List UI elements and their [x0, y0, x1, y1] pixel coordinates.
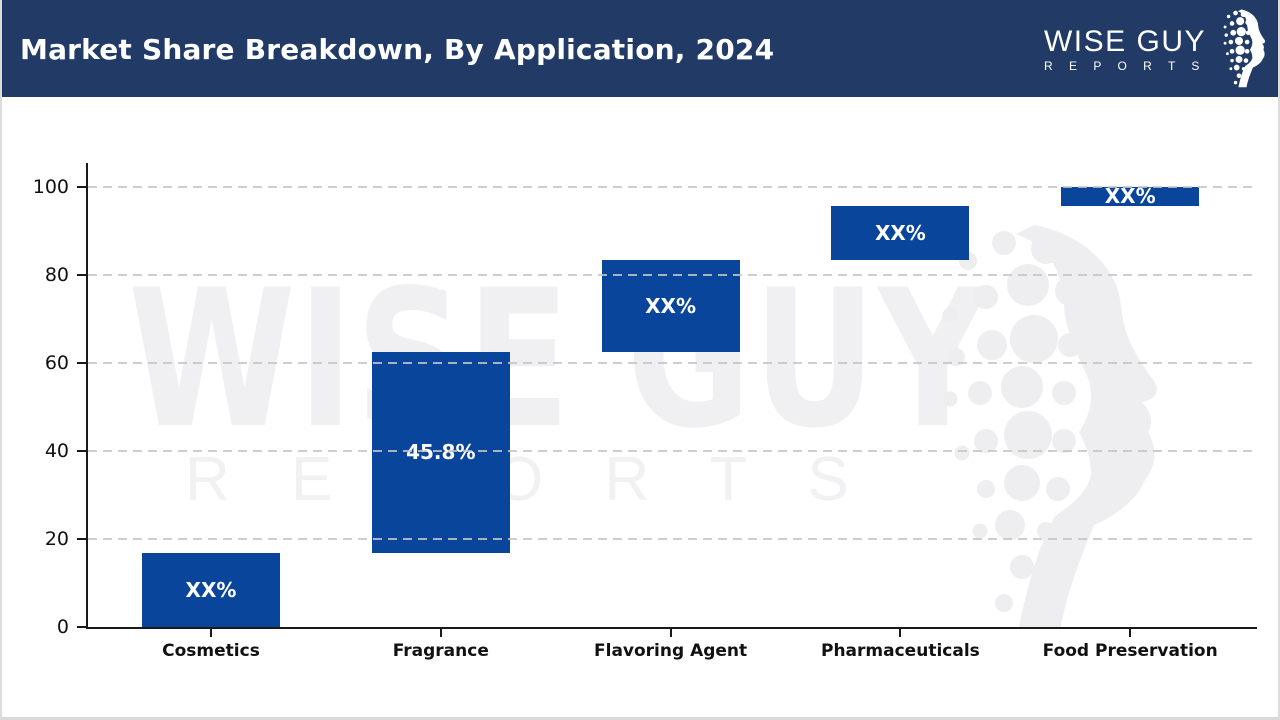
x-tick-mark — [669, 629, 672, 637]
x-tick-mark — [1129, 629, 1132, 637]
bar-pharmaceuticals: XX% — [831, 205, 970, 261]
wise-guy-reports-logo: WISE GUY R E P O R T S — [1044, 4, 1268, 94]
y-tick-mark — [77, 362, 88, 364]
logo-text: WISE GUY R E P O R T S — [1044, 25, 1206, 73]
bar-food-preservation: XX% — [1061, 184, 1200, 209]
bar-value-label: XX% — [874, 220, 926, 245]
y-tick-label: 80 — [44, 264, 69, 286]
y-tick-mark — [77, 274, 88, 276]
logo-wordmark: WISE GUY — [1043, 25, 1206, 58]
y-tick-label: 0 — [56, 616, 69, 638]
y-axis-line — [86, 163, 88, 629]
category-label-pharmaceuticals: Pharmaceuticals — [821, 641, 980, 661]
bar-value-label: XX% — [1104, 184, 1156, 209]
x-tick-mark — [899, 629, 902, 637]
y-tick-label: 100 — [32, 176, 69, 198]
page-title: Market Share Breakdown, By Application, … — [20, 33, 775, 66]
x-tick-mark — [210, 629, 212, 637]
gridline — [88, 186, 1255, 188]
y-tick-mark — [77, 186, 88, 188]
bar-fragrance: 45.8% — [371, 351, 510, 554]
x-axis-line — [86, 627, 1257, 629]
bar-value-label: XX% — [645, 293, 697, 318]
gridline — [88, 538, 1255, 540]
y-tick-label: 20 — [44, 528, 69, 550]
y-tick-mark — [77, 626, 88, 628]
header-bar: Market Share Breakdown, By Application, … — [0, 0, 1280, 97]
gridline — [88, 450, 1255, 452]
bar-value-label: 45.8% — [406, 440, 476, 465]
category-label-flavoring-agent: Flavoring Agent — [594, 641, 748, 661]
gridline — [88, 274, 1255, 276]
bar-value-label: XX% — [185, 578, 237, 603]
y-tick-label: 40 — [44, 440, 69, 462]
category-label-cosmetics: Cosmetics — [162, 641, 260, 661]
logo-head-icon — [1210, 8, 1268, 90]
y-tick-label: 60 — [44, 352, 69, 374]
category-label-food-preservation: Food Preservation — [1042, 641, 1218, 661]
logo-tagline: R E P O R T S — [1044, 59, 1206, 73]
gridline — [88, 362, 1255, 364]
y-tick-mark — [77, 538, 88, 540]
y-tick-mark — [77, 450, 88, 452]
bar-cosmetics: XX% — [142, 553, 280, 627]
category-label-fragrance: Fragrance — [392, 641, 489, 661]
x-tick-mark — [439, 629, 442, 637]
